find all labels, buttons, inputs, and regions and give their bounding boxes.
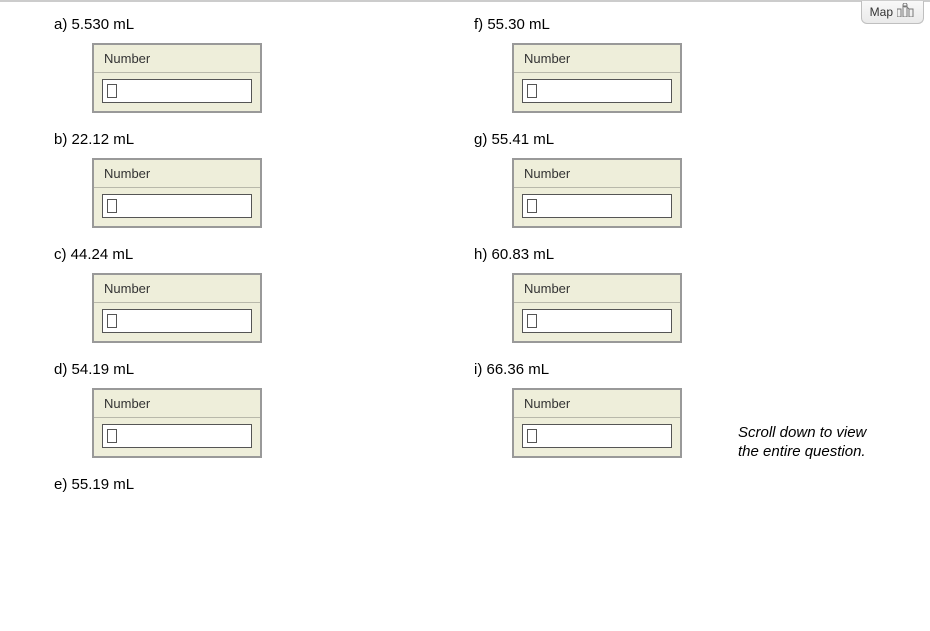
number-box: Number [512, 388, 682, 458]
number-input[interactable] [522, 79, 672, 103]
input-cursor-placeholder [107, 84, 117, 98]
input-cursor-placeholder [107, 199, 117, 213]
map-button-label: Map [870, 5, 893, 19]
number-box: Number [92, 273, 262, 343]
number-box-title: Number [514, 275, 680, 303]
number-input[interactable] [102, 309, 252, 333]
question-label: c) 44.24 mL [54, 246, 474, 263]
question-item-e: e) 55.19 mL [54, 476, 474, 493]
number-box-title: Number [94, 390, 260, 418]
question-container: Map a) 5.530 mL Number [0, 2, 930, 531]
number-box-title: Number [514, 160, 680, 188]
question-label: d) 54.19 mL [54, 361, 474, 378]
question-label: a) 5.530 mL [54, 16, 474, 33]
number-box: Number [92, 158, 262, 228]
question-label: g) 55.41 mL [474, 131, 894, 148]
number-input[interactable] [102, 424, 252, 448]
number-box-title: Number [514, 390, 680, 418]
number-input[interactable] [102, 194, 252, 218]
number-input[interactable] [102, 79, 252, 103]
number-field-wrap [94, 418, 260, 456]
input-cursor-placeholder [527, 84, 537, 98]
number-box: Number [512, 43, 682, 113]
question-item-d: d) 54.19 mL Number [54, 361, 474, 458]
question-item-g: g) 55.41 mL Number [474, 131, 894, 228]
question-label: b) 22.12 mL [54, 131, 474, 148]
input-cursor-placeholder [527, 199, 537, 213]
input-cursor-placeholder [527, 314, 537, 328]
number-box-title: Number [94, 45, 260, 73]
question-label: f) 55.30 mL [474, 16, 894, 33]
map-icon [897, 3, 917, 20]
question-item-f: f) 55.30 mL Number [474, 16, 894, 113]
number-box-title: Number [514, 45, 680, 73]
number-input[interactable] [522, 194, 672, 218]
number-box: Number [512, 158, 682, 228]
input-cursor-placeholder [107, 314, 117, 328]
number-box: Number [92, 43, 262, 113]
left-column: a) 5.530 mL Number b) 22.12 mL Number [54, 14, 474, 511]
question-label: e) 55.19 mL [54, 476, 474, 493]
number-field-wrap [514, 303, 680, 341]
input-cursor-placeholder [527, 429, 537, 443]
number-field-wrap [94, 188, 260, 226]
number-input[interactable] [522, 424, 672, 448]
question-item-h: h) 60.83 mL Number [474, 246, 894, 343]
scroll-hint-line2: the entire question. [738, 443, 866, 460]
question-item-a: a) 5.530 mL Number [54, 16, 474, 113]
number-box: Number [92, 388, 262, 458]
number-field-wrap [514, 188, 680, 226]
number-field-wrap [94, 303, 260, 341]
scroll-hint-line1: Scroll down to view [738, 424, 866, 441]
question-item-c: c) 44.24 mL Number [54, 246, 474, 343]
question-label: h) 60.83 mL [474, 246, 894, 263]
number-field-wrap [514, 418, 680, 456]
number-field-wrap [94, 73, 260, 111]
question-item-b: b) 22.12 mL Number [54, 131, 474, 228]
number-field-wrap [514, 73, 680, 111]
number-box-title: Number [94, 160, 260, 188]
map-button[interactable]: Map [861, 1, 924, 24]
number-box-title: Number [94, 275, 260, 303]
input-cursor-placeholder [107, 429, 117, 443]
scroll-hint: Scroll down to view the entire question. [738, 424, 866, 462]
question-label: i) 66.36 mL [474, 361, 894, 378]
number-box: Number [512, 273, 682, 343]
number-input[interactable] [522, 309, 672, 333]
